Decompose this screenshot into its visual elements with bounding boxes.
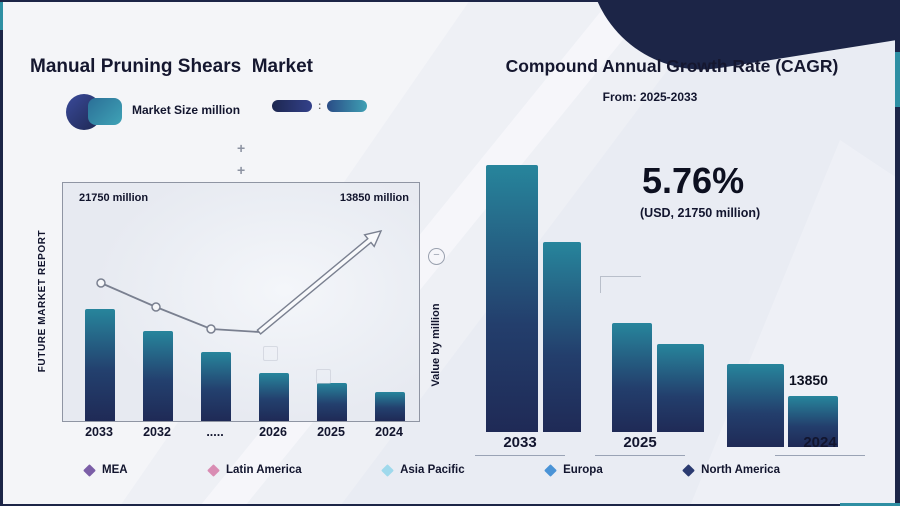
legend-item-mea: MEA — [83, 463, 128, 477]
legend-marker — [544, 463, 557, 477]
faint-icon — [263, 346, 278, 361]
bracket-decoration — [600, 276, 641, 293]
legend-label: Latin America — [226, 464, 302, 476]
top-edge — [0, 0, 900, 2]
cagr-bar-2025-series-a — [612, 323, 652, 432]
colon-separator: : — [318, 100, 322, 112]
legend-marker — [682, 463, 696, 477]
faint-icon — [316, 369, 331, 384]
market-x-label: 2033 — [85, 425, 113, 439]
legend-marker — [207, 463, 220, 477]
cagr-subtitle: From: 2025-2033 — [602, 90, 698, 104]
right-edge — [895, 0, 900, 506]
market-size-icon — [66, 93, 124, 131]
legend-marker — [381, 463, 394, 477]
scale-pills: : — [272, 100, 368, 112]
cagr-x-label: 2033 — [475, 434, 565, 456]
market-x-axis: 2033 2032..... 2026 2025 2024 — [62, 425, 418, 443]
market-x-label: 2024 — [375, 425, 403, 439]
market-size-chart: 21750 million 13850 million — [62, 182, 420, 422]
left-edge-accent — [0, 0, 3, 30]
market-size-legend-label: Market Size million — [132, 103, 241, 117]
market-bars — [63, 183, 419, 421]
market-bar-2024 — [375, 392, 405, 421]
legend-label: North America — [701, 464, 780, 476]
cagr-x-label: 2024 — [775, 434, 865, 456]
market-x-label: 2025 — [317, 425, 345, 439]
scale-pill-dark — [272, 100, 312, 112]
cagr-bar-2033-series-b — [543, 242, 581, 432]
legend-label: Europa — [563, 464, 603, 476]
region-legend: MEA Latin America Asia Pacific Europa North … — [83, 463, 780, 477]
cagr-note: (USD, 21750 million) — [640, 206, 761, 220]
value-label-start: 21750 million — [79, 192, 149, 204]
market-bar-2026 — [259, 373, 289, 421]
legend-label: Asia Pacific — [400, 464, 465, 476]
page-title: Manual Pruning Shears Market — [30, 56, 313, 77]
legend-item-north-america: North America — [682, 463, 780, 477]
pill-rect — [88, 98, 122, 125]
cagr-bar-2033-series-a — [486, 165, 538, 432]
legend-item-europa: Europa — [544, 463, 603, 477]
right-edge-accent — [895, 52, 900, 107]
circle-minus-icon: − — [428, 248, 445, 265]
left-edge — [0, 0, 3, 506]
value-annotation: 13850 — [789, 372, 828, 388]
bottom-edge — [0, 504, 900, 506]
market-x-label: 2032 — [143, 425, 171, 439]
legend-item-asia-pacific: Asia Pacific — [381, 463, 465, 477]
bottom-edge-accent — [840, 503, 900, 506]
cagr-bar-2025-series-b — [657, 344, 704, 432]
market-bar-2025 — [317, 382, 347, 421]
market-x-label: 2026 — [259, 425, 287, 439]
market-bar-..... — [201, 351, 231, 421]
cagr-bar-2024-series-a — [727, 364, 784, 447]
market-x-label: ..... — [206, 425, 224, 439]
legend-label: MEA — [102, 464, 128, 476]
market-bar-2032 — [143, 330, 173, 421]
value-label-end: 13850 million — [339, 192, 409, 204]
legend-marker — [83, 463, 96, 477]
cagr-title: Compound Annual Growth Rate (CAGR) — [505, 56, 839, 76]
cagr-x-label: 2025 — [595, 434, 685, 456]
legend-item-latin-america: Latin America — [207, 463, 302, 477]
plus-icon: + — [237, 162, 246, 178]
cagr-value: 5.76% — [642, 160, 745, 201]
cagr-bar-2024-series-b — [788, 396, 838, 447]
plus-icon: + — [237, 140, 246, 156]
scale-pill-teal — [327, 100, 368, 112]
